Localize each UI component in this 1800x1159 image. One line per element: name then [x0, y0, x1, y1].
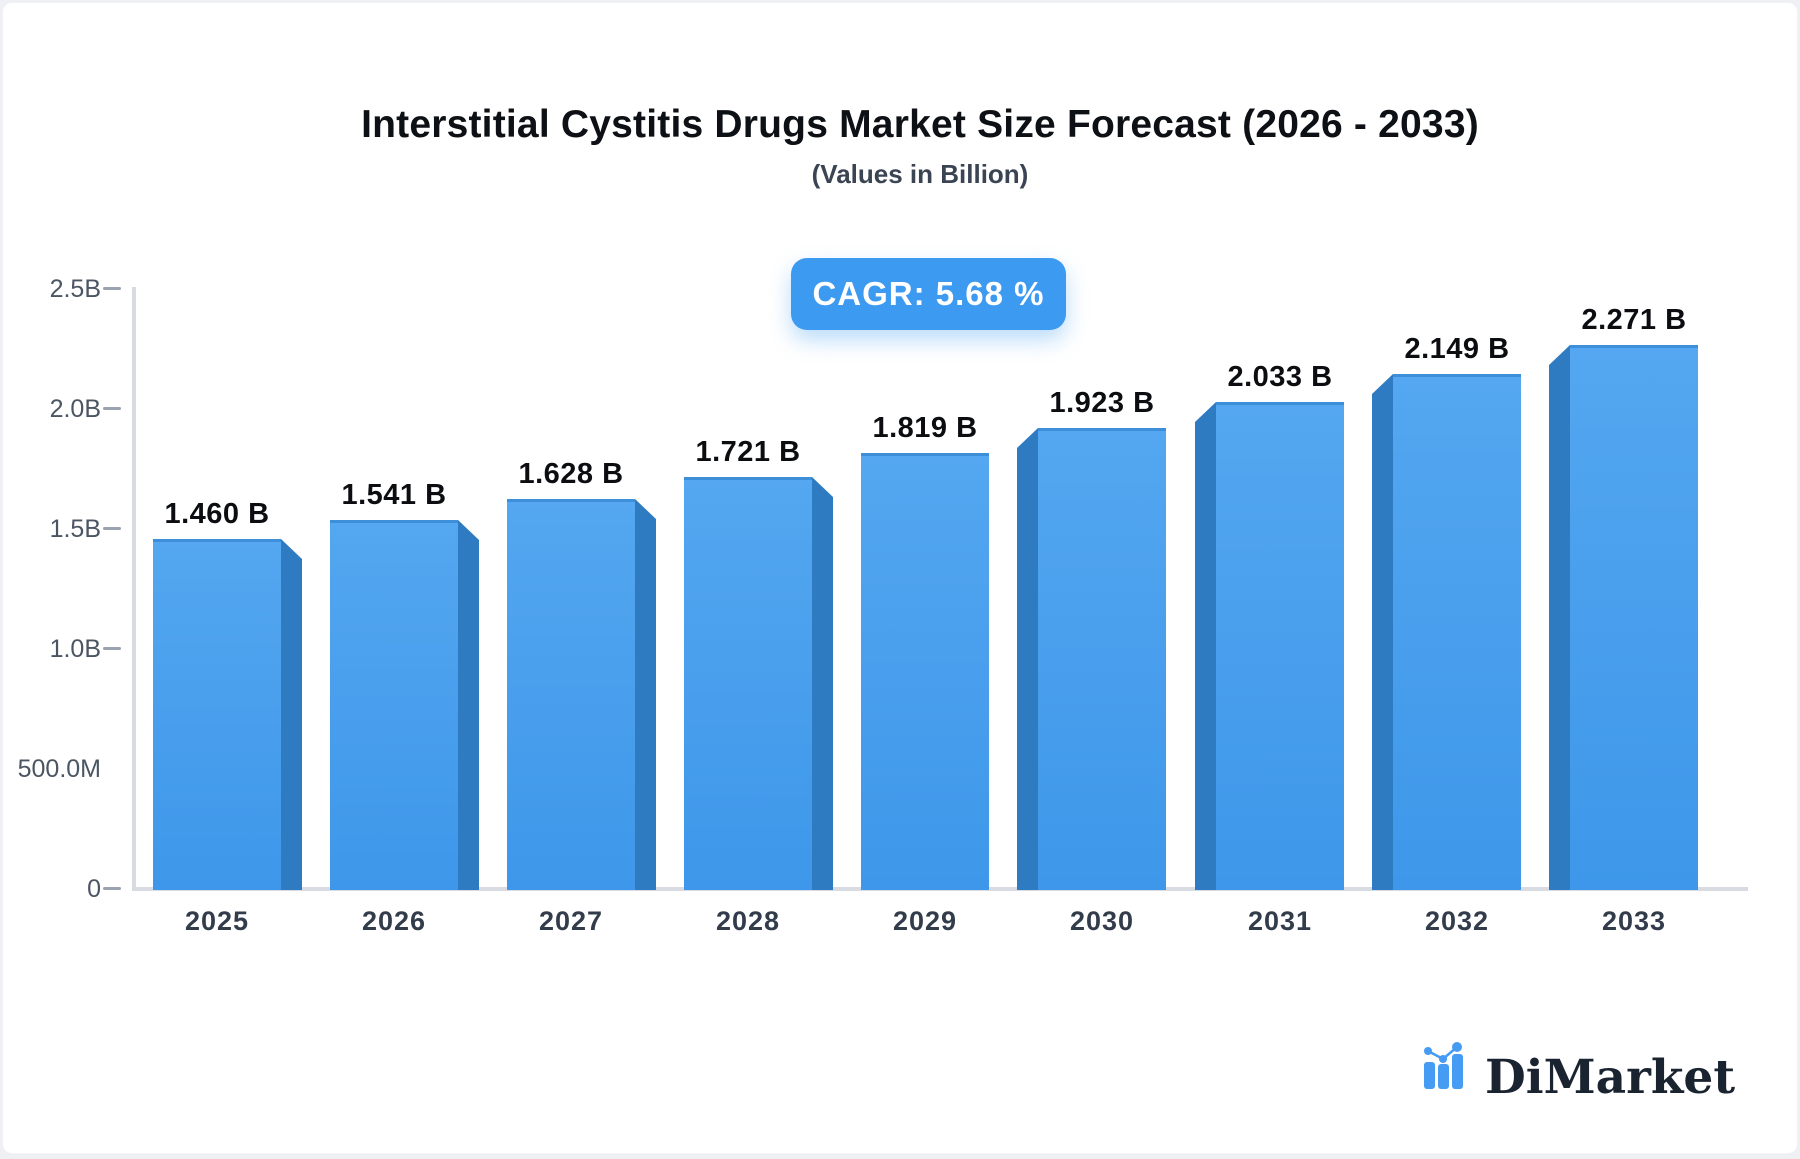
- y-tick-mark: [103, 527, 121, 530]
- x-tick-label: 2028: [715, 906, 781, 936]
- bar-2025[interactable]: [153, 539, 302, 890]
- mini-bar-chart-icon: [1424, 1042, 1463, 1089]
- x-tick-label: 2029: [892, 906, 958, 936]
- x-tick-label: 2026: [361, 906, 427, 936]
- bar-2028[interactable]: [684, 477, 833, 890]
- x-tick-label: 2025: [184, 906, 250, 936]
- bar-2026[interactable]: [330, 520, 479, 890]
- x-tick-label: 2030: [1069, 906, 1135, 936]
- cagr-badge: CAGR: 5.68 %: [791, 258, 1066, 330]
- chart-header: Interstitial Cystitis Drugs Market Size …: [33, 3, 1800, 190]
- y-tick-label: 0: [87, 875, 101, 903]
- x-tick-label: 2027: [538, 906, 604, 936]
- bar-value-label: 1.460 B: [164, 498, 270, 530]
- y-tick-mark: [103, 647, 121, 650]
- y-axis-line: [132, 287, 136, 890]
- bar-value-label: 2.271 B: [1581, 304, 1687, 336]
- x-tick-label: 2031: [1247, 906, 1313, 936]
- bar-value-label: 2.033 B: [1227, 361, 1333, 393]
- bar-value-label: 1.721 B: [695, 436, 801, 468]
- y-tick-label: 500.0M: [17, 755, 101, 783]
- y-tick-mark: [103, 287, 121, 290]
- bar-value-label: 2.149 B: [1404, 333, 1510, 365]
- brand-logo: DiMarket: [1419, 1041, 1735, 1101]
- bar-value-label: 1.541 B: [341, 479, 447, 511]
- bars-plot-area: [153, 345, 1698, 890]
- bar-value-label: 1.923 B: [1049, 387, 1155, 419]
- chart-title: Interstitial Cystitis Drugs Market Size …: [361, 103, 1479, 146]
- y-tick-label: 2.0B: [49, 395, 101, 423]
- y-tick-label: 2.5B: [49, 275, 101, 303]
- bar-value-label: 1.819 B: [872, 412, 978, 444]
- bar-2030[interactable]: [1017, 428, 1166, 890]
- bar-value-label: 1.628 B: [518, 458, 624, 490]
- bar-2033[interactable]: [1549, 345, 1698, 890]
- x-tick-label: 2033: [1601, 906, 1667, 936]
- x-tick-label: 2032: [1424, 906, 1490, 936]
- y-tick-label: 1.0B: [49, 635, 101, 663]
- bar-2031[interactable]: [1195, 402, 1344, 890]
- bar-2029[interactable]: [861, 453, 989, 890]
- brand-logo-text: DiMarket: [1485, 1050, 1736, 1105]
- bar-2027[interactable]: [507, 499, 656, 890]
- bar-2032[interactable]: [1372, 374, 1521, 890]
- y-tick-label: 1.5B: [49, 515, 101, 543]
- chart-subtitle: (Values in Billion): [811, 159, 1029, 189]
- y-tick-mark: [103, 887, 121, 890]
- y-tick-mark: [103, 407, 121, 410]
